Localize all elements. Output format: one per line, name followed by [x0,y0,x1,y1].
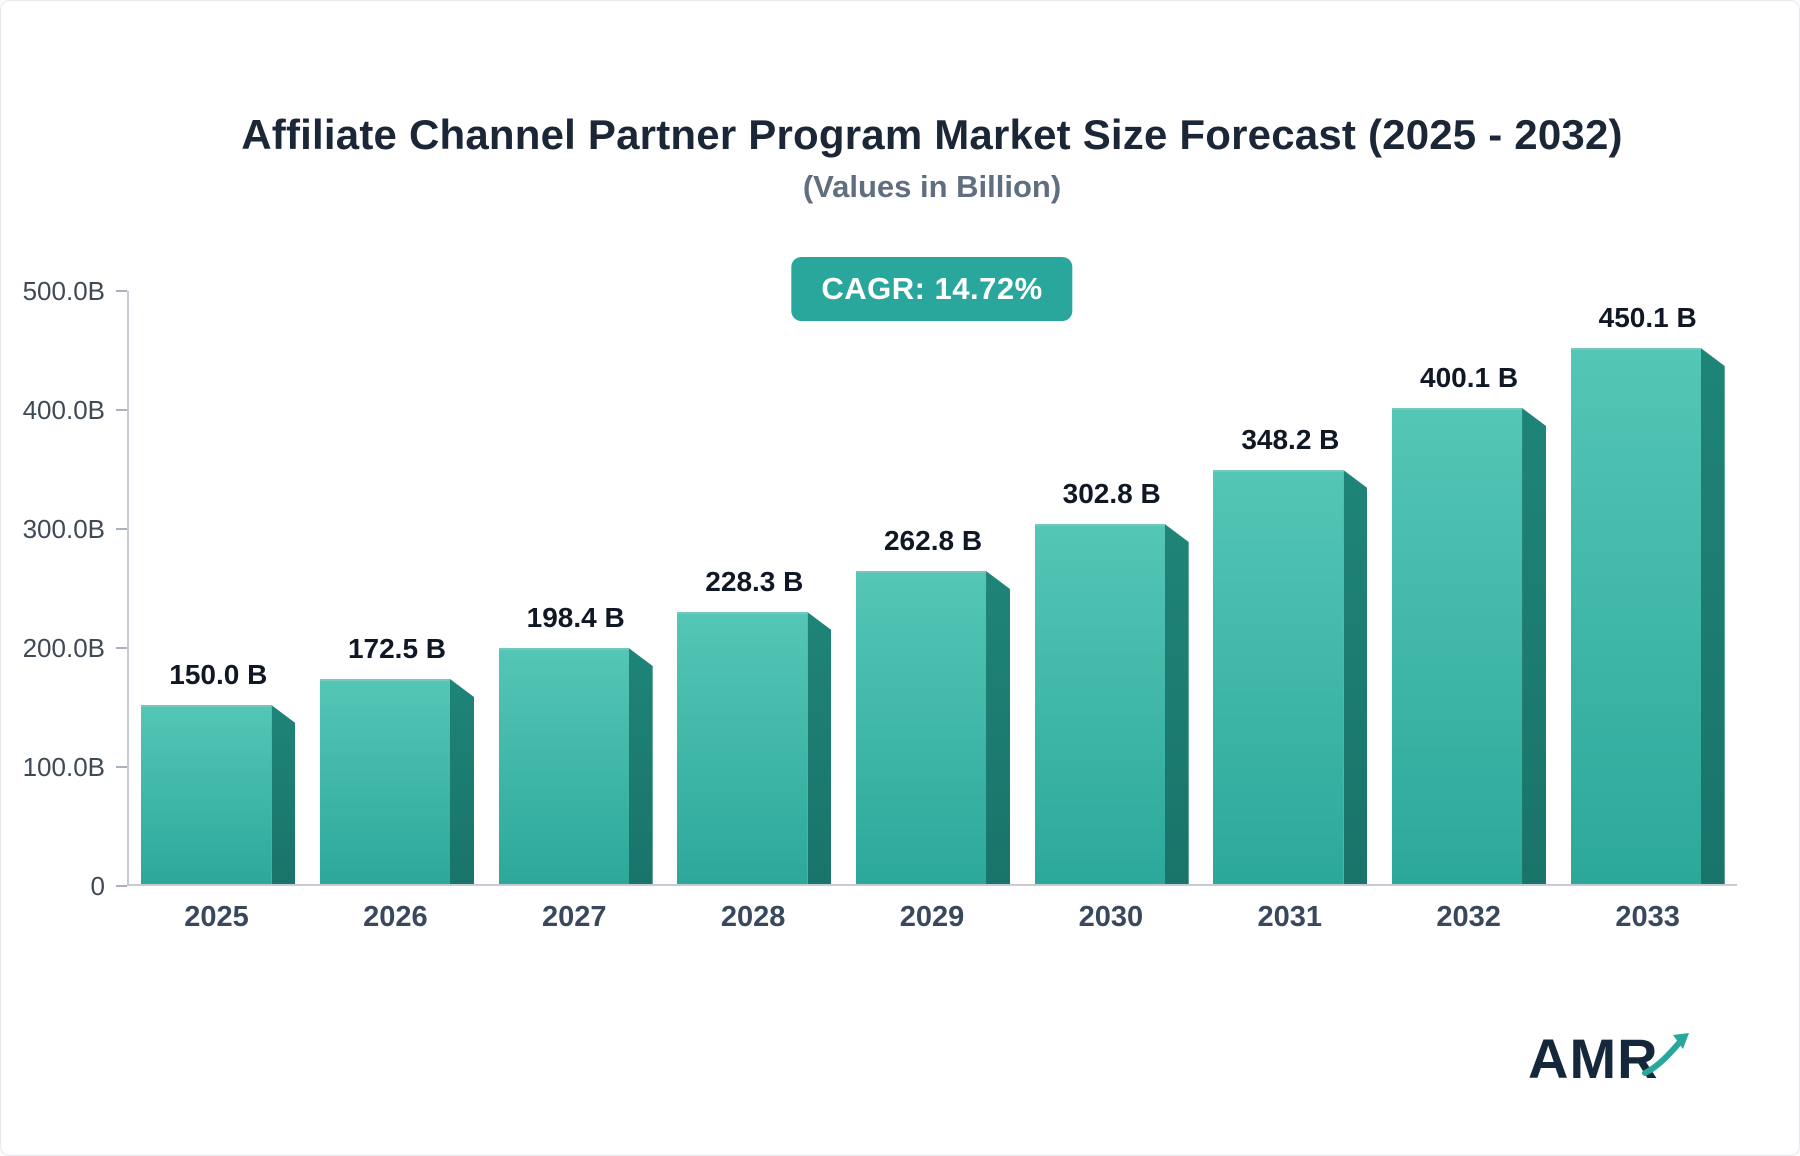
bar-side-face [1700,348,1725,884]
x-axis-label-2033: 2033 [1615,901,1680,933]
y-tick-mark [116,409,127,411]
bar-side-face [807,612,832,884]
y-tick-mark [116,290,127,292]
bar-side-face [986,571,1011,884]
x-axis-label-2027: 2027 [541,901,607,933]
bar-2031: 348.2 B [1213,291,1368,884]
bar-slot-2026: 172.5 B [308,291,487,884]
plot-area: 150.0 B 172.5 B 198.4 B 228.3 B 262.8 B 302.8… [116,290,1737,887]
amr-logo-growth-arrow-icon [1641,1033,1689,1076]
bar-side-face [628,648,653,884]
bar-2029: 262.8 B [856,291,1011,884]
bar-slot-2028: 228.3 B [665,291,844,884]
y-tick-mark [116,766,127,768]
bar-front-face [677,612,808,884]
y-tick-label: 400.0B [22,395,105,425]
bar-front-face [856,571,987,884]
bar-side-face [271,705,296,884]
x-axis: 2025 2026 2027 2028 2029 2030 2031 2032 2033 [127,901,1737,934]
x-axis-label-2031: 2031 [1257,901,1323,933]
x-axis-label-2030: 2030 [1078,901,1144,933]
y-tick-label: 0 [90,871,105,901]
x-axis-label-2029: 2029 [899,901,965,933]
chart-subtitle: (Values in Billion) [802,169,1062,204]
y-tick-mark [116,647,127,649]
bar-side-face [450,679,474,884]
y-tick-label: 300.0B [22,514,105,544]
bar-2033: 450.1 B [1570,291,1725,884]
bar-front-face [1034,524,1165,884]
bar-front-face [1570,348,1701,884]
cagr-badge: CAGR: 14.72% [791,257,1073,321]
y-tick-label: 500.0B [22,276,105,306]
bar-value-label: 450.1 B [1598,302,1697,333]
bar-value-label: 172.5 B [347,633,447,664]
y-tick-label: 100.0B [22,752,105,782]
bar-slot-2025: 150.0 B [129,291,308,884]
y-tick-mark [116,885,127,887]
bar-side-face [1343,470,1368,884]
bar-slot-2032: 400.1 B [1380,291,1559,884]
bar-2025: 150.0 B [141,291,296,884]
bar-slot-2027: 198.4 B [486,291,665,884]
bar-2028: 228.3 B [677,291,832,884]
amr-logo: AMR [1528,1029,1695,1089]
x-axis-label-2026: 2026 [363,901,428,933]
bar-value-label: 348.2 B [1241,424,1340,455]
amr-logo-text: AMR [1528,1027,1659,1090]
bar-front-face [1213,470,1344,884]
bar-front-face [141,705,272,884]
x-axis-label-2028: 2028 [720,901,786,933]
y-axis: 500.0B 400.0B 300.0B 200.0B 100.0B 0 [1,278,105,899]
y-tick-label: 200.0B [22,633,105,663]
chart-title: Affiliate Channel Partner Program Market… [241,111,1623,158]
bar-slot-2030: 302.8 B [1022,291,1201,884]
y-tick-mark [116,528,127,530]
bar-front-face [320,679,450,884]
bar-2027: 198.4 B [498,291,653,884]
bar-value-label: 198.4 B [526,602,625,633]
bar-slot-2031: 348.2 B [1201,291,1380,884]
x-axis-label-2025: 2025 [184,901,249,933]
bar-value-label: 400.1 B [1419,362,1519,393]
bar-2032: 400.1 B [1392,291,1547,884]
bar-value-label: 302.8 B [1062,478,1161,509]
bar-side-face [1164,524,1189,884]
bar-2026: 172.5 B [320,291,474,884]
bar-front-face [498,648,629,884]
bar-side-face [1522,408,1547,884]
bar-slot-2033: 450.1 B [1558,291,1737,884]
x-axis-label-2032: 2032 [1436,901,1501,933]
bar-slot-2029: 262.8 B [844,291,1023,884]
bar-front-face [1392,408,1523,884]
bar-value-label: 262.8 B [883,525,983,556]
bar-2030: 302.8 B [1034,291,1189,884]
bar-value-label: 228.3 B [705,566,804,597]
bar-value-label: 150.0 B [169,659,268,690]
